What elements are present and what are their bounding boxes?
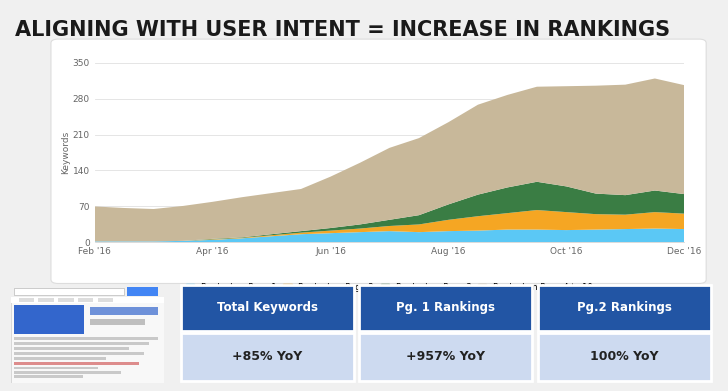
Bar bbox=[14, 342, 149, 345]
Text: Pg.2 Rankings: Pg.2 Rankings bbox=[577, 301, 672, 314]
Bar bbox=[14, 347, 129, 350]
Legend: Ranked on Page 1, Ranked on Page 2, Ranked on Page 3, Ranked on Page 4 to 10: Ranked on Page 1, Ranked on Page 2, Rank… bbox=[186, 283, 593, 292]
Bar bbox=[14, 367, 98, 369]
Text: +85% YoY: +85% YoY bbox=[232, 350, 303, 363]
Y-axis label: Keywords: Keywords bbox=[60, 131, 70, 174]
Bar bbox=[14, 357, 106, 360]
Text: 100% YoY: 100% YoY bbox=[590, 350, 659, 363]
Bar bbox=[14, 352, 144, 355]
Bar bbox=[14, 337, 158, 340]
Text: +957% YoY: +957% YoY bbox=[406, 350, 486, 363]
Bar bbox=[14, 288, 124, 295]
Bar bbox=[90, 307, 158, 315]
Bar bbox=[14, 362, 139, 364]
Bar bbox=[14, 371, 121, 375]
FancyBboxPatch shape bbox=[181, 334, 354, 381]
FancyBboxPatch shape bbox=[360, 334, 532, 381]
Bar bbox=[14, 305, 84, 334]
FancyBboxPatch shape bbox=[538, 285, 711, 331]
Bar bbox=[58, 298, 74, 302]
FancyBboxPatch shape bbox=[360, 285, 532, 331]
Bar bbox=[11, 297, 164, 303]
Bar bbox=[19, 298, 34, 302]
Text: Total Keywords: Total Keywords bbox=[217, 301, 318, 314]
Bar bbox=[11, 285, 164, 297]
Bar bbox=[127, 287, 158, 296]
Text: Pg. 1 Rankings: Pg. 1 Rankings bbox=[397, 301, 495, 314]
Bar bbox=[78, 298, 93, 302]
Bar bbox=[14, 375, 83, 378]
Text: ALIGNING WITH USER INTENT = INCREASE IN RANKINGS: ALIGNING WITH USER INTENT = INCREASE IN … bbox=[15, 20, 670, 39]
Bar bbox=[90, 319, 146, 325]
Bar bbox=[39, 298, 54, 302]
FancyBboxPatch shape bbox=[181, 285, 354, 331]
Bar bbox=[98, 298, 114, 302]
FancyBboxPatch shape bbox=[538, 334, 711, 381]
